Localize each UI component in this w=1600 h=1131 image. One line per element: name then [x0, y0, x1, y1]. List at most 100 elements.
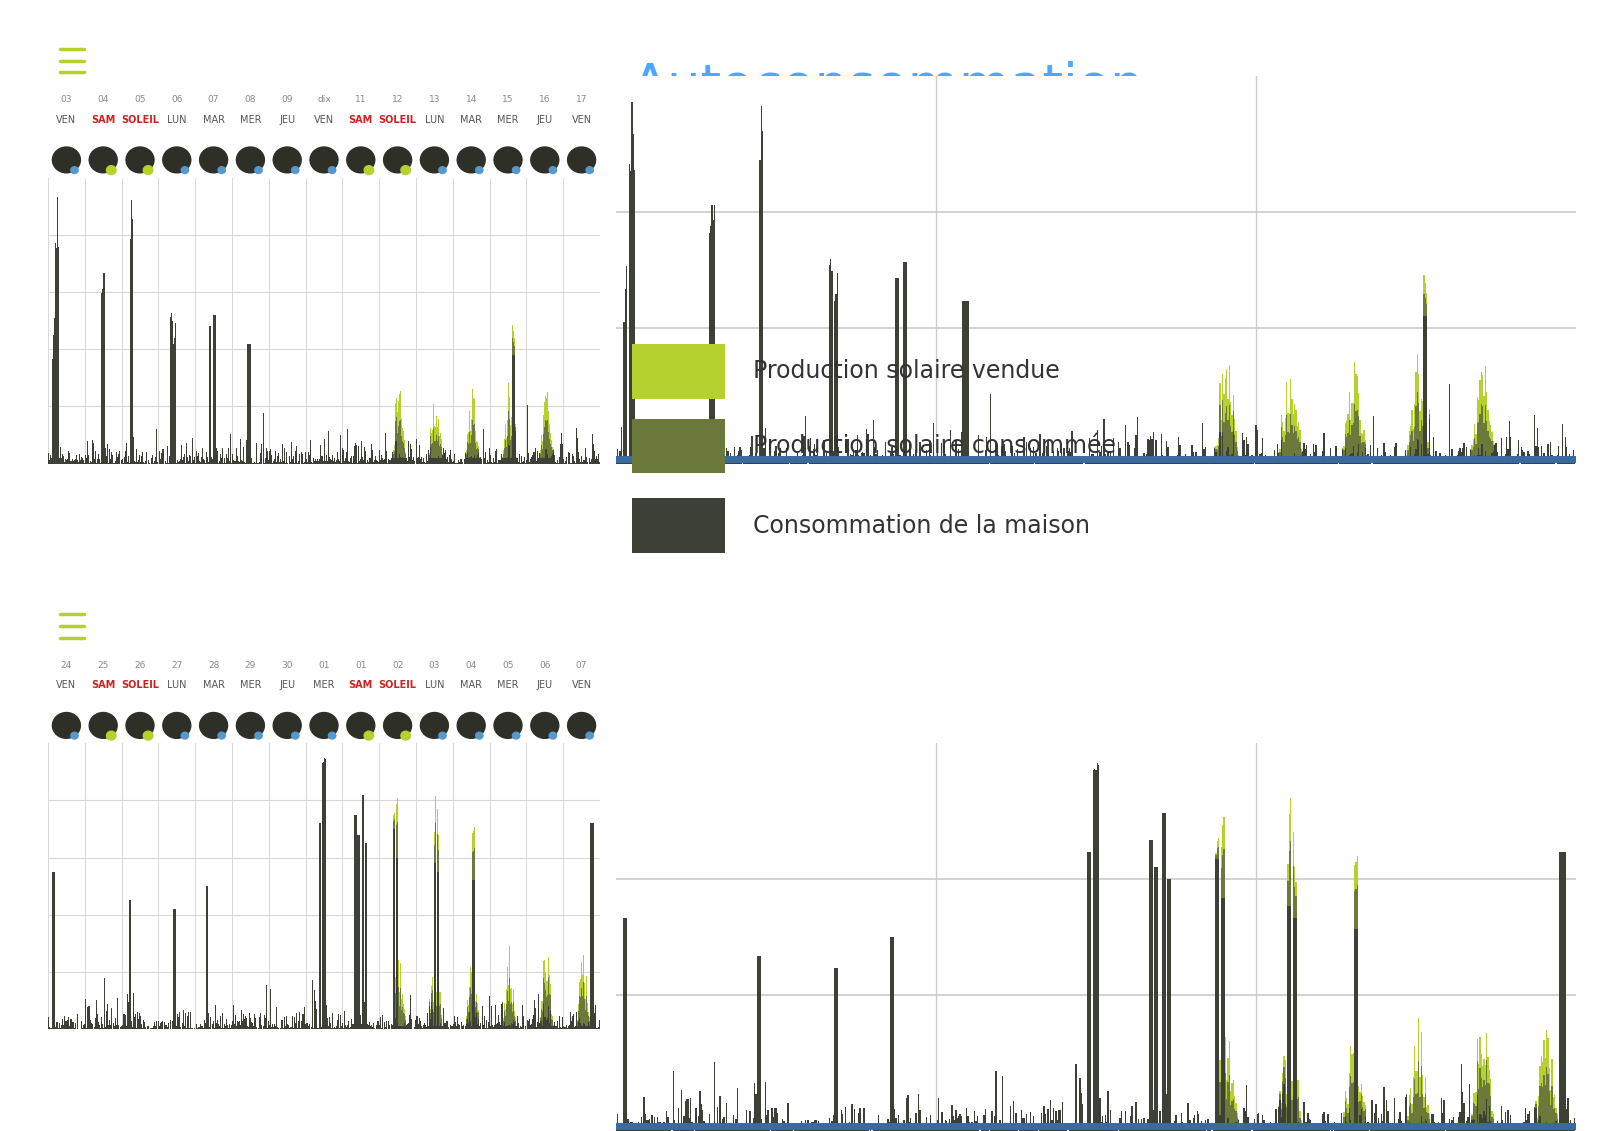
Text: 2.78 kWh: 2.78 kWh — [379, 1039, 435, 1053]
Text: ⚡: ⚡ — [54, 1073, 64, 1087]
Text: 16: 16 — [539, 95, 550, 104]
Text: ⚡: ⚡ — [54, 1107, 64, 1121]
Circle shape — [347, 713, 374, 739]
Text: 26: 26 — [134, 661, 146, 670]
Circle shape — [438, 166, 446, 173]
Text: MAR: MAR — [461, 115, 482, 124]
Text: 01: 01 — [318, 661, 330, 670]
Text: Production solaire vendue: Production solaire vendue — [752, 360, 1059, 383]
Text: 04: 04 — [98, 95, 109, 104]
Circle shape — [107, 731, 117, 740]
Circle shape — [494, 713, 522, 739]
Text: Autoconsommation: Autoconsommation — [632, 61, 1144, 113]
Text: 9,28 kWh: 9,28 kWh — [379, 508, 435, 521]
Circle shape — [107, 166, 117, 174]
Circle shape — [512, 166, 520, 173]
Text: 05: 05 — [134, 95, 146, 104]
Text: SOLEIL: SOLEIL — [122, 681, 158, 690]
Circle shape — [568, 713, 595, 739]
Circle shape — [421, 713, 448, 739]
Circle shape — [365, 731, 374, 740]
Circle shape — [181, 732, 189, 739]
Circle shape — [90, 713, 117, 739]
Circle shape — [310, 713, 338, 739]
Text: 07: 07 — [208, 95, 219, 104]
Text: 06: 06 — [539, 661, 550, 670]
Text: MER: MER — [240, 681, 261, 690]
Circle shape — [274, 147, 301, 173]
Circle shape — [586, 732, 594, 739]
Text: 02: 02 — [392, 661, 403, 670]
Text: 28: 28 — [208, 661, 219, 670]
Text: dix: dix — [317, 95, 331, 104]
Circle shape — [126, 713, 154, 739]
Text: SOLAIRE: SOLAIRE — [82, 474, 138, 487]
Circle shape — [126, 147, 154, 173]
Circle shape — [144, 731, 154, 740]
Text: 17: 17 — [576, 95, 587, 104]
Text: Jour: Jour — [562, 53, 586, 66]
Text: 11: 11 — [355, 95, 366, 104]
Circle shape — [70, 166, 78, 173]
Circle shape — [200, 713, 227, 739]
Text: 09: 09 — [282, 95, 293, 104]
Text: EN VEILLE: EN VEILLE — [82, 542, 147, 555]
Text: 2,48 € ▲: 2,48 € ▲ — [541, 1073, 592, 1087]
Text: 12: 12 — [392, 95, 403, 104]
Circle shape — [70, 732, 78, 739]
Circle shape — [402, 731, 411, 740]
Text: 29: 29 — [245, 661, 256, 670]
Text: 24: 24 — [61, 661, 72, 670]
Text: 27: 27 — [171, 661, 182, 670]
Text: VEN: VEN — [571, 115, 592, 124]
Circle shape — [586, 166, 594, 173]
Text: 04: 04 — [466, 661, 477, 670]
Circle shape — [458, 713, 485, 739]
Text: 14: 14 — [466, 95, 477, 104]
Circle shape — [254, 166, 262, 173]
Text: 05: 05 — [502, 661, 514, 670]
Text: 0,17 € ▲: 0,17 € ▲ — [541, 1107, 592, 1121]
Text: € 1,28 ▲: € 1,28 ▲ — [541, 508, 592, 521]
Text: SAM: SAM — [91, 115, 115, 124]
Circle shape — [310, 147, 338, 173]
Circle shape — [365, 166, 374, 174]
FancyBboxPatch shape — [632, 344, 725, 399]
Text: VEN: VEN — [314, 115, 334, 124]
Circle shape — [347, 147, 374, 173]
Text: VEN: VEN — [56, 115, 77, 124]
Circle shape — [237, 713, 264, 739]
Circle shape — [237, 147, 264, 173]
Text: SOLAIRE: SOLAIRE — [82, 1039, 138, 1053]
Circle shape — [328, 166, 336, 173]
Text: JEU: JEU — [536, 115, 554, 124]
Circle shape — [163, 147, 190, 173]
Text: 1,98 kWh: 1,98 kWh — [379, 474, 435, 487]
Text: SAM: SAM — [349, 115, 373, 124]
Circle shape — [402, 166, 411, 174]
Text: 07: 07 — [576, 661, 587, 670]
Text: ⚡: ⚡ — [54, 542, 64, 555]
Circle shape — [568, 147, 595, 173]
Circle shape — [438, 732, 446, 739]
Circle shape — [531, 147, 558, 173]
Circle shape — [531, 713, 558, 739]
Circle shape — [384, 713, 411, 739]
FancyBboxPatch shape — [632, 499, 725, 553]
Circle shape — [549, 732, 557, 739]
Text: SOLEIL: SOLEIL — [379, 681, 416, 690]
Text: MAR: MAR — [203, 115, 224, 124]
Text: 25: 25 — [98, 661, 109, 670]
Text: ÉLECTRICITÉ: ÉLECTRICITÉ — [82, 508, 165, 521]
Circle shape — [421, 147, 448, 173]
Text: 17 mars: 17 mars — [286, 51, 362, 69]
Circle shape — [53, 147, 80, 173]
Text: VEN: VEN — [571, 681, 592, 690]
Text: 0,44 € ▲: 0,44 € ▲ — [541, 1039, 592, 1053]
Text: SOLEIL: SOLEIL — [379, 115, 416, 124]
Circle shape — [144, 166, 154, 174]
Circle shape — [163, 713, 190, 739]
Text: 01: 01 — [355, 661, 366, 670]
Text: MAR: MAR — [461, 681, 482, 690]
FancyBboxPatch shape — [632, 418, 725, 474]
